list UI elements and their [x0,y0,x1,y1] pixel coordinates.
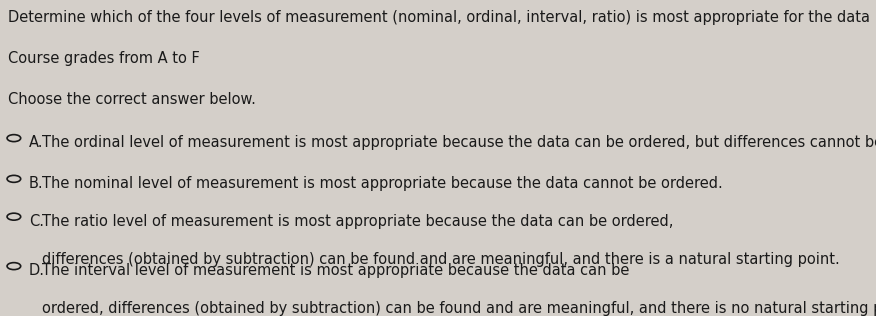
Text: C.: C. [29,214,44,229]
Text: The nominal level of measurement is most appropriate because the data cannot be : The nominal level of measurement is most… [42,176,723,191]
Text: Course grades from A to F: Course grades from A to F [8,51,200,66]
Text: Choose the correct answer below.: Choose the correct answer below. [8,92,256,106]
Text: ordered, differences (obtained by subtraction) can be found and are meaningful, : ordered, differences (obtained by subtra… [42,301,876,316]
Text: differences (obtained by subtraction) can be found and are meaningful, and there: differences (obtained by subtraction) ca… [42,252,840,267]
Text: The interval level of measurement is most appropriate because the data can be: The interval level of measurement is mos… [42,263,630,278]
Text: Determine which of the four levels of measurement (nominal, ordinal, interval, r: Determine which of the four levels of me… [8,10,876,25]
Text: A.: A. [29,135,43,150]
Text: The ratio level of measurement is most appropriate because the data can be order: The ratio level of measurement is most a… [42,214,674,229]
Text: The ordinal level of measurement is most appropriate because the data can be ord: The ordinal level of measurement is most… [42,135,876,150]
Text: D.: D. [29,263,45,278]
Text: B.: B. [29,176,43,191]
